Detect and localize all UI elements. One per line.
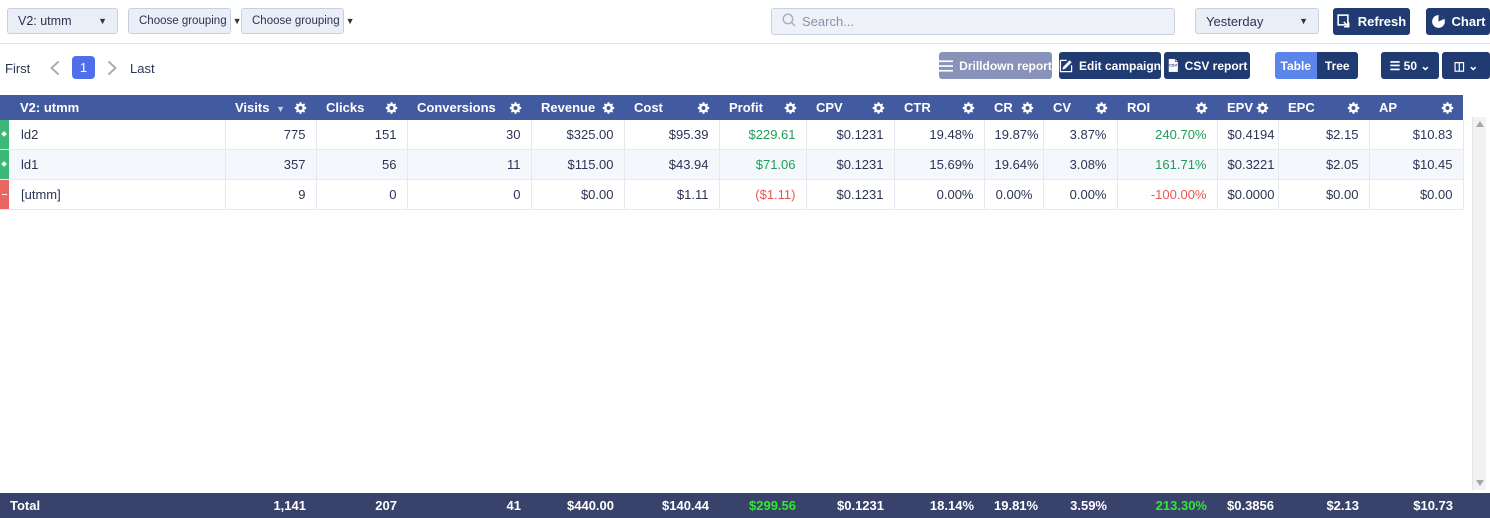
svg-text:CSV: CSV (1169, 64, 1177, 68)
